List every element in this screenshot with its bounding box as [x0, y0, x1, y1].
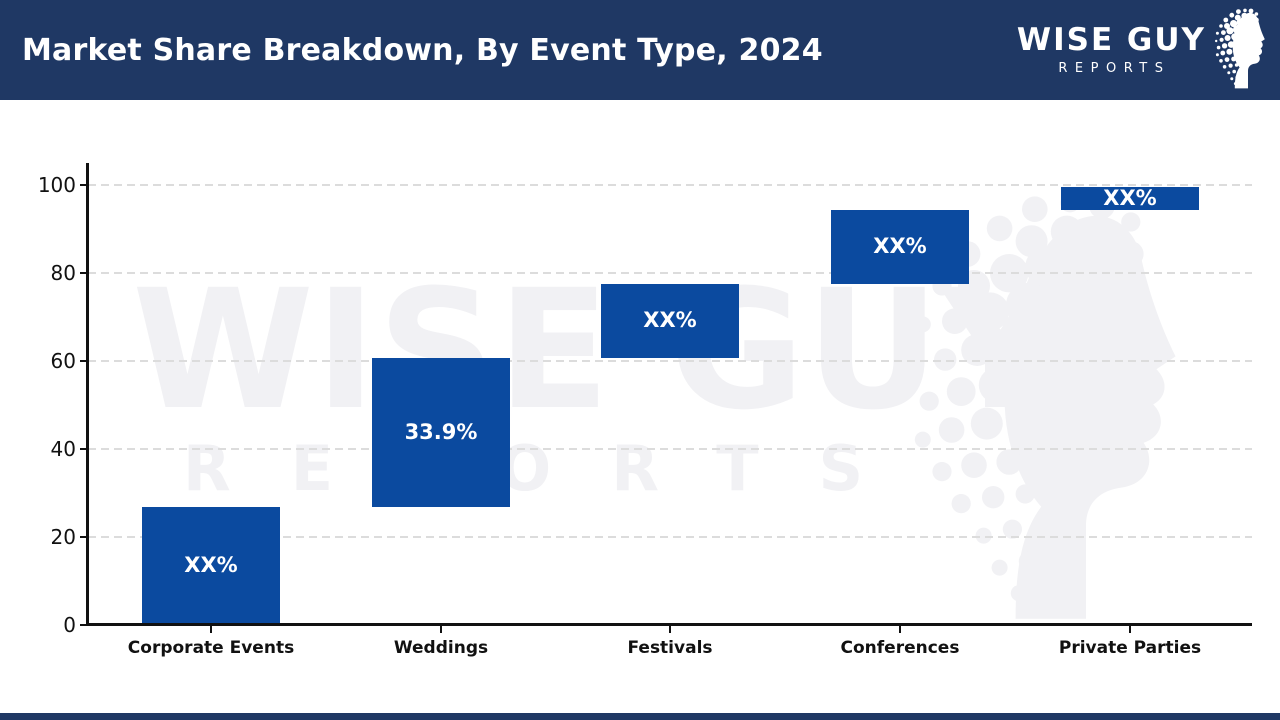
header-bar: Market Share Breakdown, By Event Type, 2… [0, 0, 1280, 100]
x-tick-mark-2 [440, 625, 442, 633]
x-tick-mark-4 [899, 625, 901, 633]
y-tick-mark-20 [80, 536, 88, 538]
bar-corporate-events: XX% [142, 506, 280, 625]
bar-conferences: XX% [831, 209, 969, 284]
bar-value-label: XX% [873, 234, 927, 259]
gridline-80 [88, 272, 1252, 274]
x-tick-mark-5 [1129, 625, 1131, 633]
bar-value-label: 33.9% [404, 419, 478, 444]
watermark-wordmark: WISE GUY [132, 254, 1062, 446]
gridline-100 [88, 184, 1252, 186]
bar-value-label: XX% [1103, 185, 1157, 210]
logo-wordmark: WISE GUY [1016, 21, 1206, 58]
y-tick-mark-100 [80, 184, 88, 186]
chart-title: Market Share Breakdown, By Event Type, 2… [22, 32, 823, 68]
y-tick-mark-60 [80, 360, 88, 362]
wise-guy-logo: WISE GUY REPORTS [1017, 8, 1270, 92]
gridline-40 [88, 448, 1252, 450]
category-label-3: Festivals [627, 638, 713, 658]
category-label-1: Corporate Events [127, 638, 295, 658]
y-tick-mark-80 [80, 272, 88, 274]
x-tick-mark-3 [669, 625, 671, 633]
bar-value-label: XX% [643, 308, 697, 333]
footer-bar [0, 713, 1280, 720]
y-tick-label-100: 100 [37, 173, 76, 197]
bar-festivals: XX% [601, 284, 739, 358]
bar-weddings: 33.9% [372, 357, 510, 507]
category-label-2: Weddings [393, 638, 489, 658]
x-tick-mark-1 [210, 625, 212, 633]
gridline-60 [88, 360, 1252, 362]
y-tick-label-0: 0 [63, 613, 76, 637]
y-tick-label-40: 40 [50, 437, 76, 461]
logo-text: WISE GUY REPORTS [1016, 21, 1206, 76]
bar-value-label: XX% [184, 553, 238, 578]
y-tick-label-60: 60 [50, 349, 76, 373]
category-label-5: Private Parties [1058, 638, 1202, 658]
y-tick-label-80: 80 [50, 261, 76, 285]
y-tick-mark-40 [80, 448, 88, 450]
y-axis-line [86, 163, 89, 625]
y-tick-mark-0 [80, 624, 88, 626]
gridline-20 [88, 536, 1252, 538]
logo-subtitle: REPORTS [1058, 60, 1171, 76]
bar-private-parties: XX% [1061, 185, 1199, 210]
category-label-4: Conferences [840, 638, 960, 658]
watermark-subtitle: REPORTS [183, 432, 924, 505]
x-axis-line [86, 623, 1252, 626]
y-tick-label-20: 20 [50, 525, 76, 549]
